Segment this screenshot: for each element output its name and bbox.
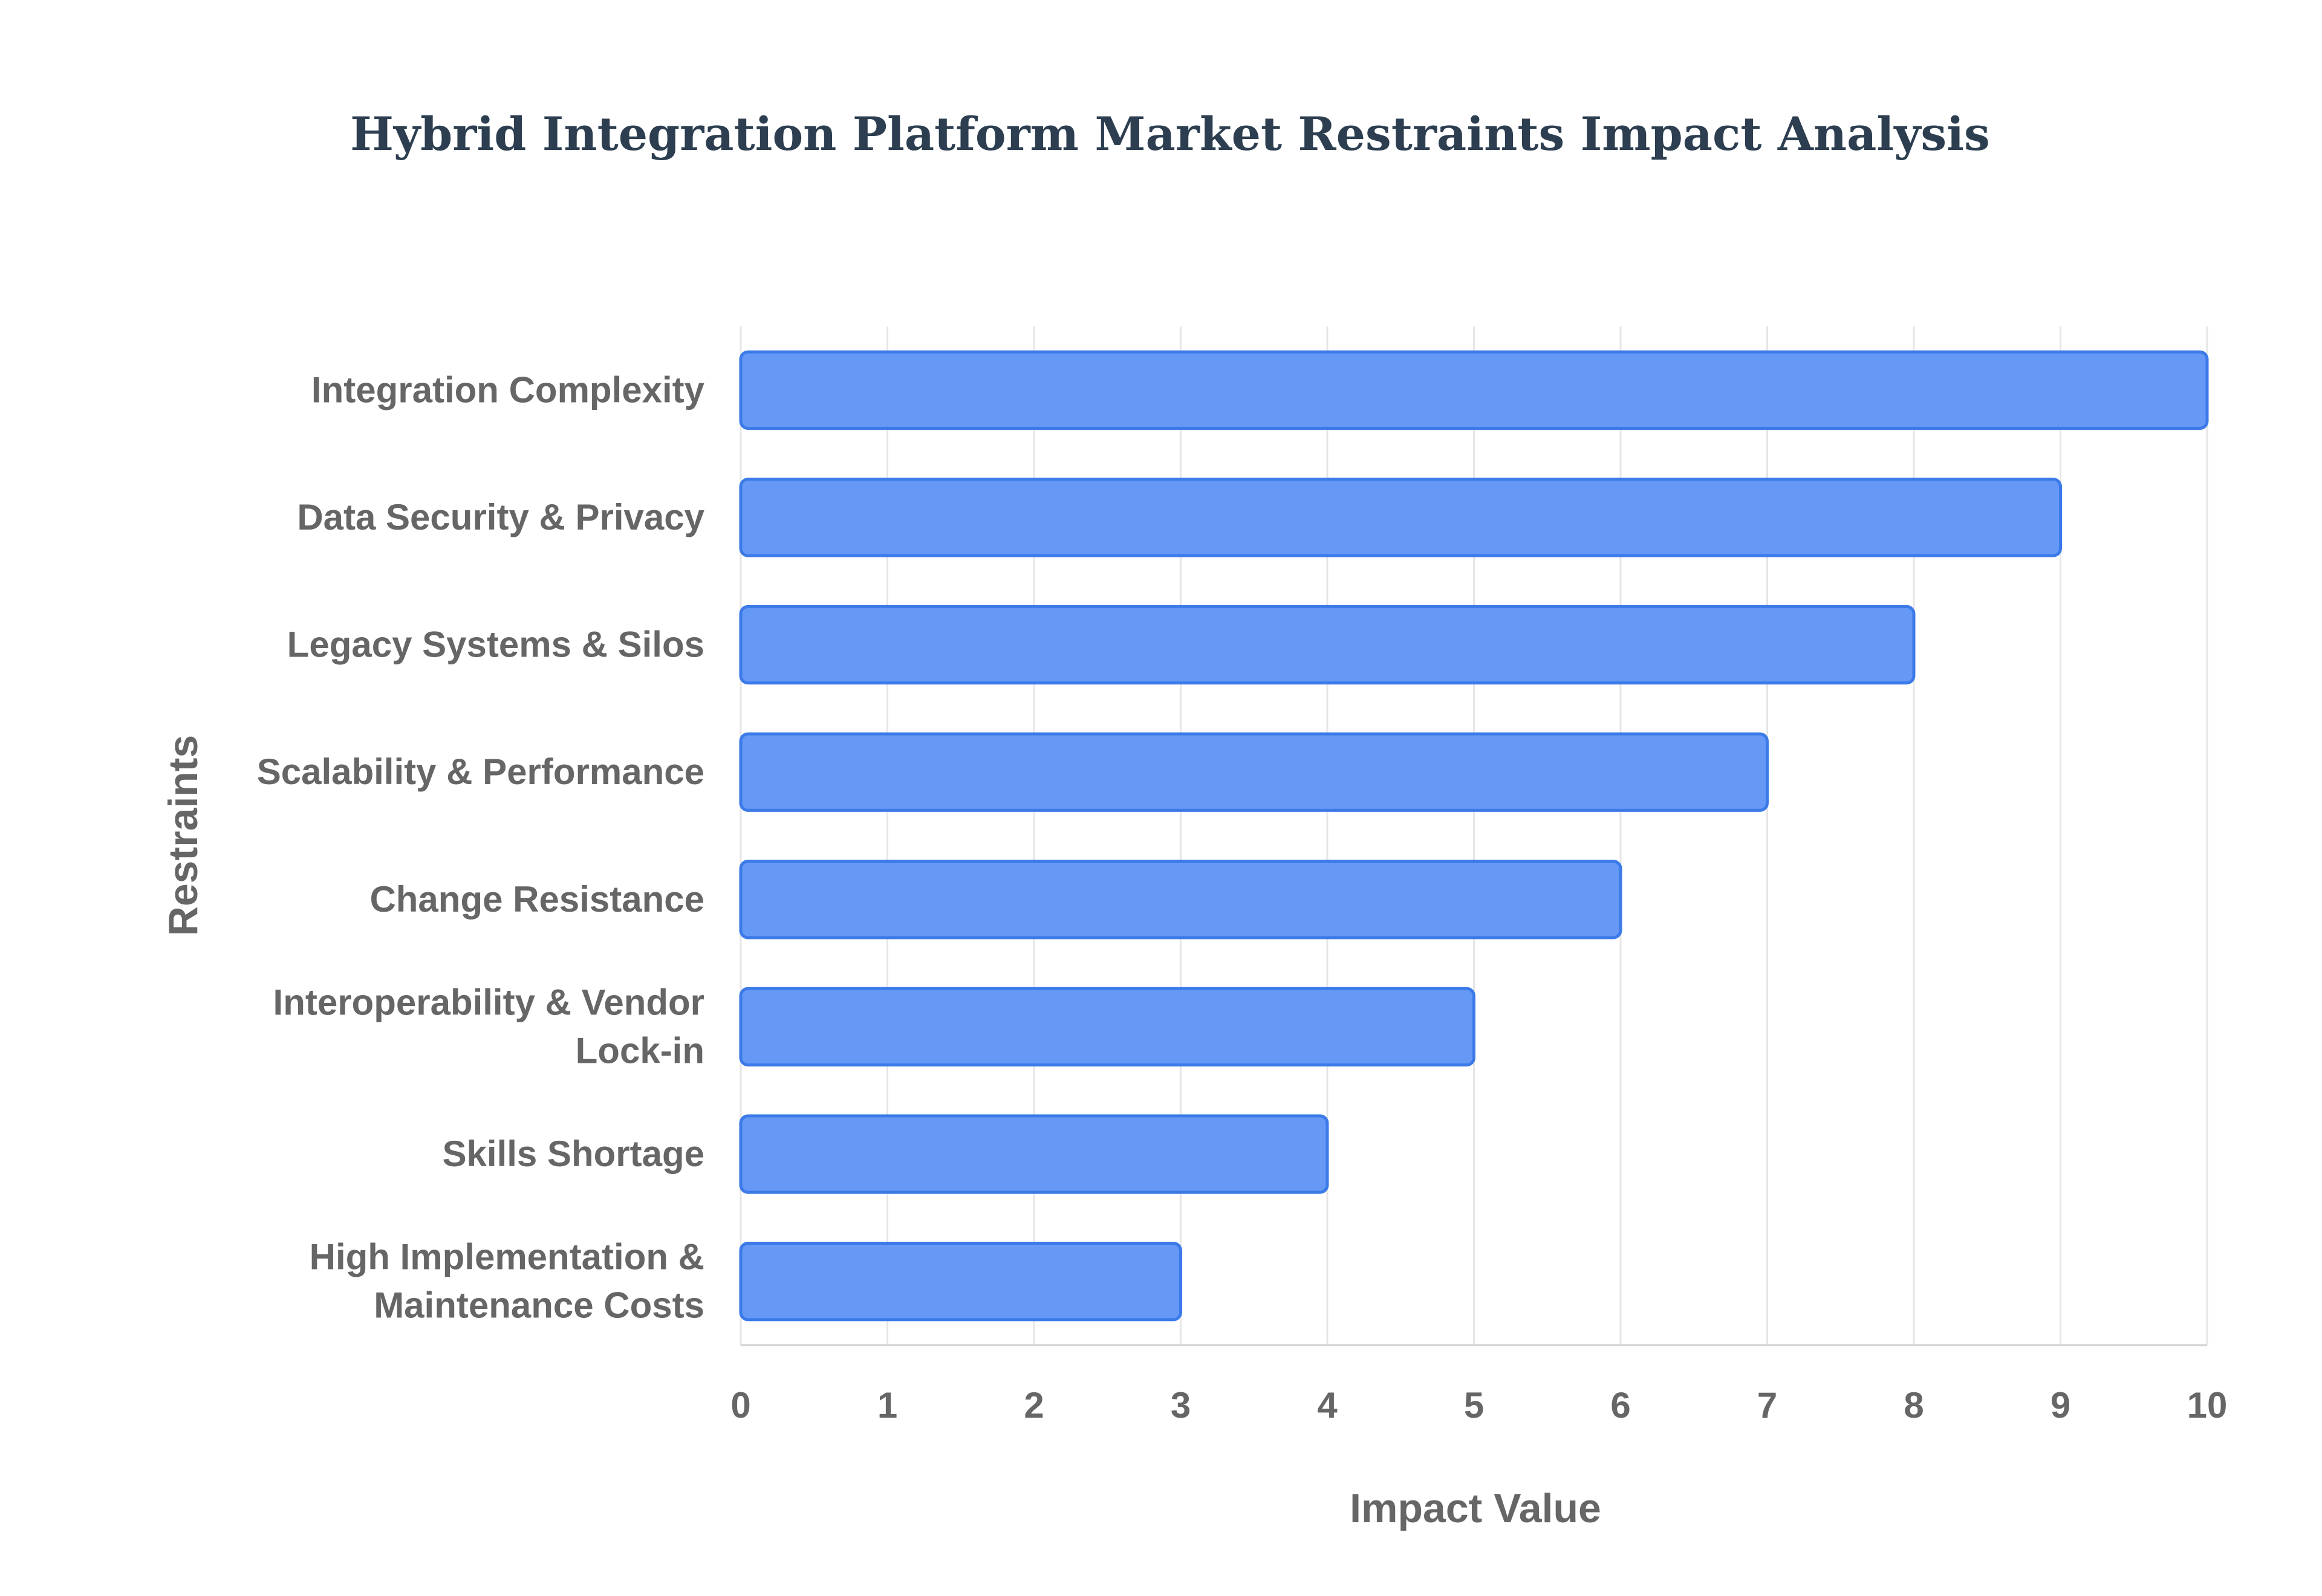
- bar: [739, 860, 1622, 939]
- bar: [739, 987, 1475, 1067]
- x-tick-label: 9: [2050, 1385, 2070, 1426]
- bar: [739, 605, 1916, 685]
- x-tick-label: 5: [1464, 1385, 1484, 1426]
- category-label: High Implementation &: [310, 1237, 704, 1277]
- category-label: Change Resistance: [369, 879, 704, 920]
- x-tick-labels: 0 1 2 3 4 5 6 7 8 9 10: [730, 1385, 2227, 1426]
- chart-title: Hybrid Integration Platform Market Restr…: [350, 107, 1990, 161]
- x-tick-label: 2: [1024, 1385, 1044, 1426]
- category-label: Skills Shortage: [443, 1134, 704, 1174]
- category-label: Data Security & Privacy: [297, 497, 704, 537]
- x-tick-label: 8: [1904, 1385, 1924, 1426]
- x-tick-label: 0: [730, 1385, 750, 1426]
- bars: [739, 350, 2209, 1322]
- category-label: Integration Complexity: [311, 369, 705, 410]
- category-label: Maintenance Costs: [374, 1285, 704, 1326]
- x-tick-label: 3: [1171, 1385, 1191, 1426]
- x-tick-label: 6: [1610, 1385, 1630, 1426]
- category-labels: Integration Complexity Data Security & Pr…: [257, 369, 705, 1325]
- bar: [739, 732, 1769, 812]
- x-tick-label: 7: [1757, 1385, 1777, 1426]
- x-tick-label: 4: [1317, 1385, 1338, 1426]
- x-tick-label: 10: [2187, 1385, 2228, 1426]
- category-label: Scalability & Performance: [257, 751, 704, 792]
- bar: [739, 350, 2209, 430]
- category-label: Interoperability & Vendor: [273, 982, 704, 1022]
- category-label: Lock-in: [576, 1030, 704, 1071]
- y-axis-title: Restraints: [160, 735, 206, 936]
- bar: [739, 1242, 1182, 1322]
- x-axis-title: Impact Value: [1350, 1485, 1601, 1531]
- bar: [739, 1114, 1329, 1194]
- bar: [739, 478, 2062, 557]
- category-label: Legacy Systems & Silos: [287, 624, 704, 665]
- x-tick-label: 1: [877, 1385, 897, 1426]
